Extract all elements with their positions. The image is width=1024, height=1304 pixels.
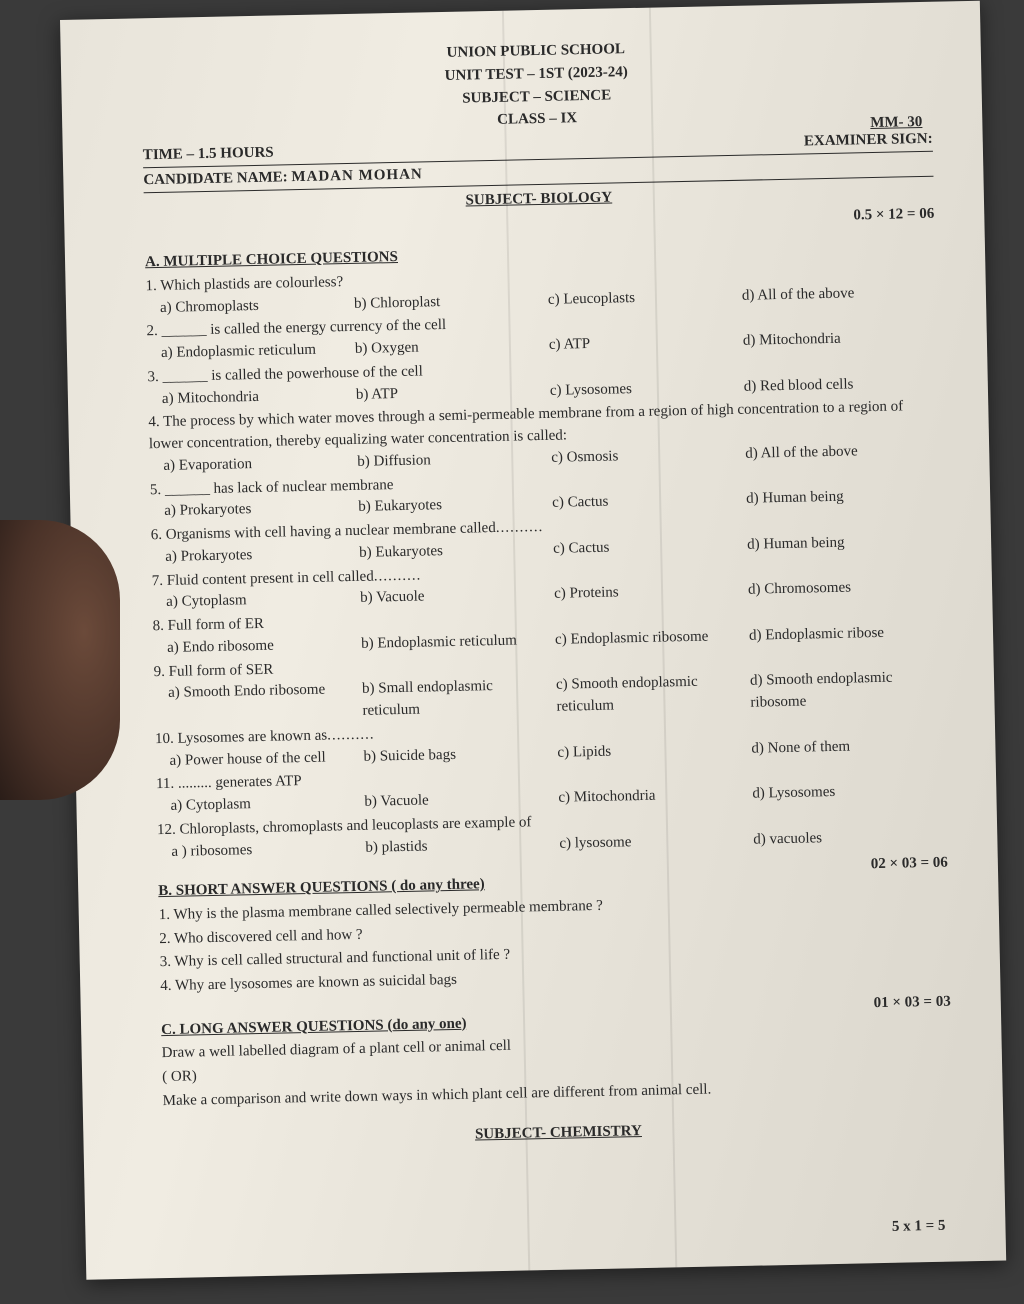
q6-text: 6. Organisms with cell having a nuclear … (151, 520, 496, 543)
q11-c: c) Mitochondria (558, 784, 752, 810)
q5-d: d) Human being (746, 485, 940, 511)
q11-d: d) Lysosomes (752, 780, 946, 806)
q8-d: d) Endoplasmic ribose (749, 621, 943, 647)
q10-a: a) Power house of the cell (169, 746, 363, 772)
q2-b: b) Oxygen (355, 335, 549, 361)
q4-d: d) All of the above (745, 439, 939, 465)
q11-a: a) Cytoplasm (170, 792, 364, 818)
chem-marks: 5 x 1 = 5 (892, 1216, 946, 1239)
exam-paper: UNION PUBLIC SCHOOL UNIT TEST – 1ST (202… (60, 1, 1006, 1280)
q6-a: a) Prokaryotes (165, 543, 359, 569)
q2-a: a) Endoplasmic reticulum (161, 339, 355, 365)
q8-b: b) Endoplasmic reticulum (361, 630, 555, 656)
q10-text: 10. Lysosomes are known as (155, 727, 327, 747)
q1-d: d) All of the above (742, 281, 936, 307)
hand-shadow (0, 520, 120, 800)
q6-b: b) Eukaryotes (359, 539, 553, 565)
q7-d: d) Chromosomes (748, 576, 942, 602)
candidate-label: CANDIDATE NAME: MADAN MOHAN (143, 164, 423, 192)
q9-b: b) Small endoplasmic reticulum (362, 675, 557, 723)
candidate-name: MADAN MOHAN (291, 166, 423, 185)
q9-a: a) Smooth Endo ribosome (168, 679, 363, 727)
q4-a: a) Evaporation (163, 452, 357, 478)
subject-chemistry: SUBJECT- CHEMISTRY (163, 1114, 953, 1152)
q6-d: d) Human being (747, 530, 941, 556)
q12-d: d) vacuoles (753, 825, 947, 851)
q3-d: d) Red blood cells (744, 372, 938, 398)
max-marks: MM- 30 (870, 112, 923, 135)
q3-b: b) ATP (356, 380, 550, 406)
q5-a: a) Prokaryotes (164, 497, 358, 523)
q5-b: b) Eukaryotes (358, 493, 552, 519)
q3-a: a) Mitochondria (162, 384, 356, 410)
q1-a: a) Chromoplasts (160, 293, 354, 319)
q6-c: c) Cactus (553, 534, 747, 560)
q11-b: b) Vacuole (364, 788, 558, 814)
q3-c: c) Lysosomes (550, 376, 744, 402)
q10-c: c) Lipids (557, 738, 751, 764)
q12-a: a ) ribosomes (171, 837, 365, 863)
q12-c: c) lysosome (559, 829, 753, 855)
q1-c: c) Leucoplasts (548, 285, 742, 311)
q8-c: c) Endoplasmic ribosome (555, 625, 749, 651)
q1-b: b) Chloroplast (354, 289, 548, 315)
q10-d: d) None of them (751, 734, 945, 760)
time-label: TIME – 1.5 HOURS (143, 143, 274, 167)
q9-c: c) Smooth endoplasmic reticulum (556, 671, 751, 719)
q5-c: c) Cactus (552, 489, 746, 515)
q4-c: c) Osmosis (551, 443, 745, 469)
q7-b: b) Vacuole (360, 584, 554, 610)
q7-c: c) Proteins (554, 580, 748, 606)
q8-a: a) Endo ribosome (167, 634, 361, 660)
q10-b: b) Suicide bags (363, 742, 557, 768)
q7-text: 7. Fluid content present in cell called (152, 568, 374, 589)
q2-d: d) Mitochondria (743, 327, 937, 353)
q4-b: b) Diffusion (357, 448, 551, 474)
q12-b: b) plastids (365, 833, 559, 859)
q9-d: d) Smooth endoplasmic ribosome (750, 667, 945, 715)
q7-a: a) Cytoplasm (166, 588, 360, 614)
q2-c: c) ATP (549, 331, 743, 357)
paper-header: UNION PUBLIC SCHOOL UNIT TEST – 1ST (202… (141, 33, 933, 140)
